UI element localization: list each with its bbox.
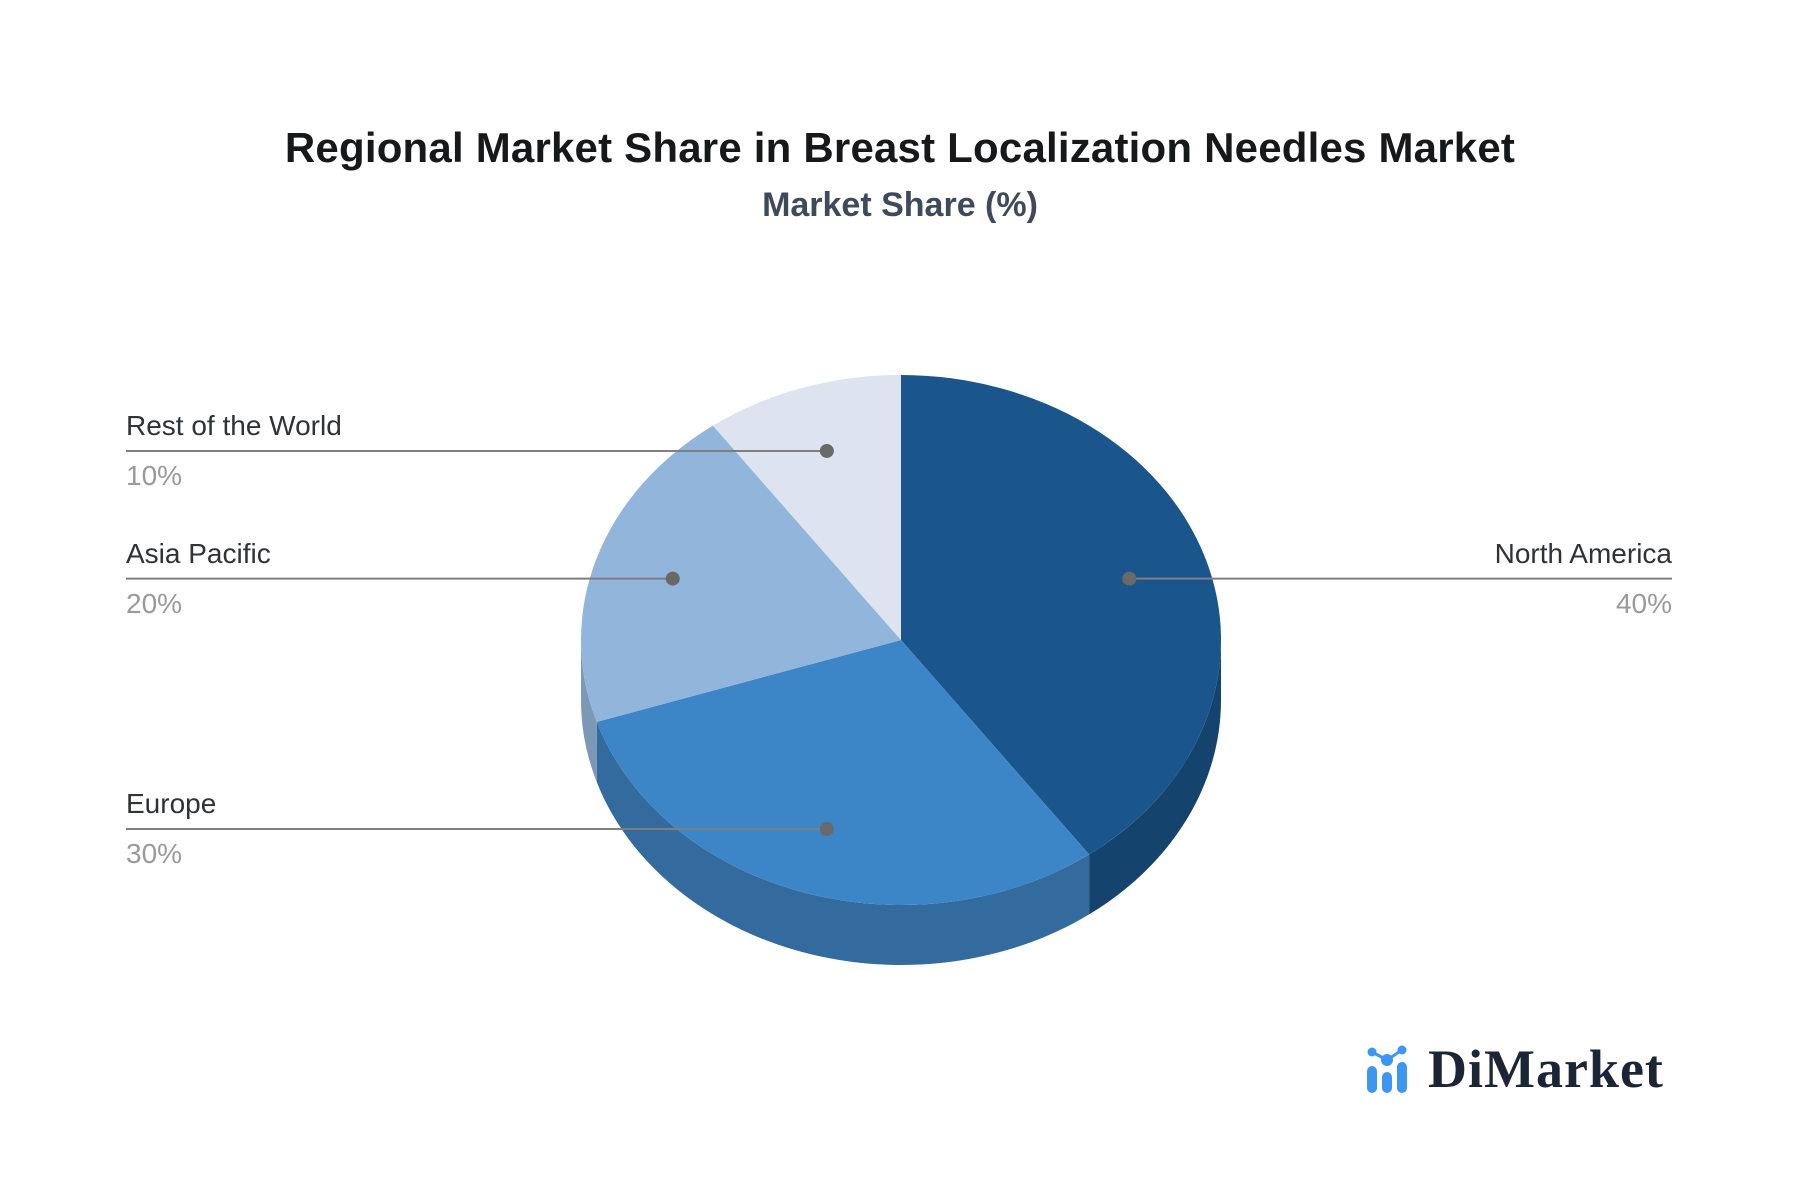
slice-label: Asia Pacific 20% xyxy=(126,537,271,621)
brand-name: DiMarket xyxy=(1428,1039,1664,1099)
chart-subtitle: Market Share (%) xyxy=(762,186,1038,224)
slice-label-name: Asia Pacific xyxy=(126,537,271,569)
slice-label-value: 10% xyxy=(126,459,183,491)
pie-slice[interactable] xyxy=(712,375,901,640)
slice-label: Europe 30% xyxy=(126,787,216,871)
slice-label: North America 40% xyxy=(1495,537,1672,621)
slice-label-name: North America xyxy=(1494,537,1672,569)
slice-label-value: 30% xyxy=(126,838,183,870)
label-connector-dot xyxy=(665,571,680,586)
slice-label-value: 40% xyxy=(1615,587,1672,619)
slice-label-name: Rest of the World xyxy=(126,409,342,441)
pie-slice-side xyxy=(596,721,1090,965)
label-connector-dot xyxy=(819,822,834,837)
slice-label: Rest of the World 10% xyxy=(126,409,342,493)
pie-slice[interactable] xyxy=(581,425,901,722)
bar-line-chart-icon xyxy=(1367,1045,1407,1093)
slice-label-name: Europe xyxy=(126,788,217,820)
label-connector-dot xyxy=(819,443,834,458)
pie-slice-side xyxy=(581,640,597,782)
chart-title: Regional Market Share in Breast Localiza… xyxy=(284,124,1516,171)
pie-slice[interactable] xyxy=(901,375,1222,855)
pie-slice-side xyxy=(1089,640,1221,915)
pie-slice[interactable] xyxy=(596,640,1090,905)
label-connector-dot xyxy=(1122,571,1137,586)
slice-label-value: 20% xyxy=(126,587,183,619)
brand-logo: DiMarket xyxy=(1362,1036,1664,1098)
